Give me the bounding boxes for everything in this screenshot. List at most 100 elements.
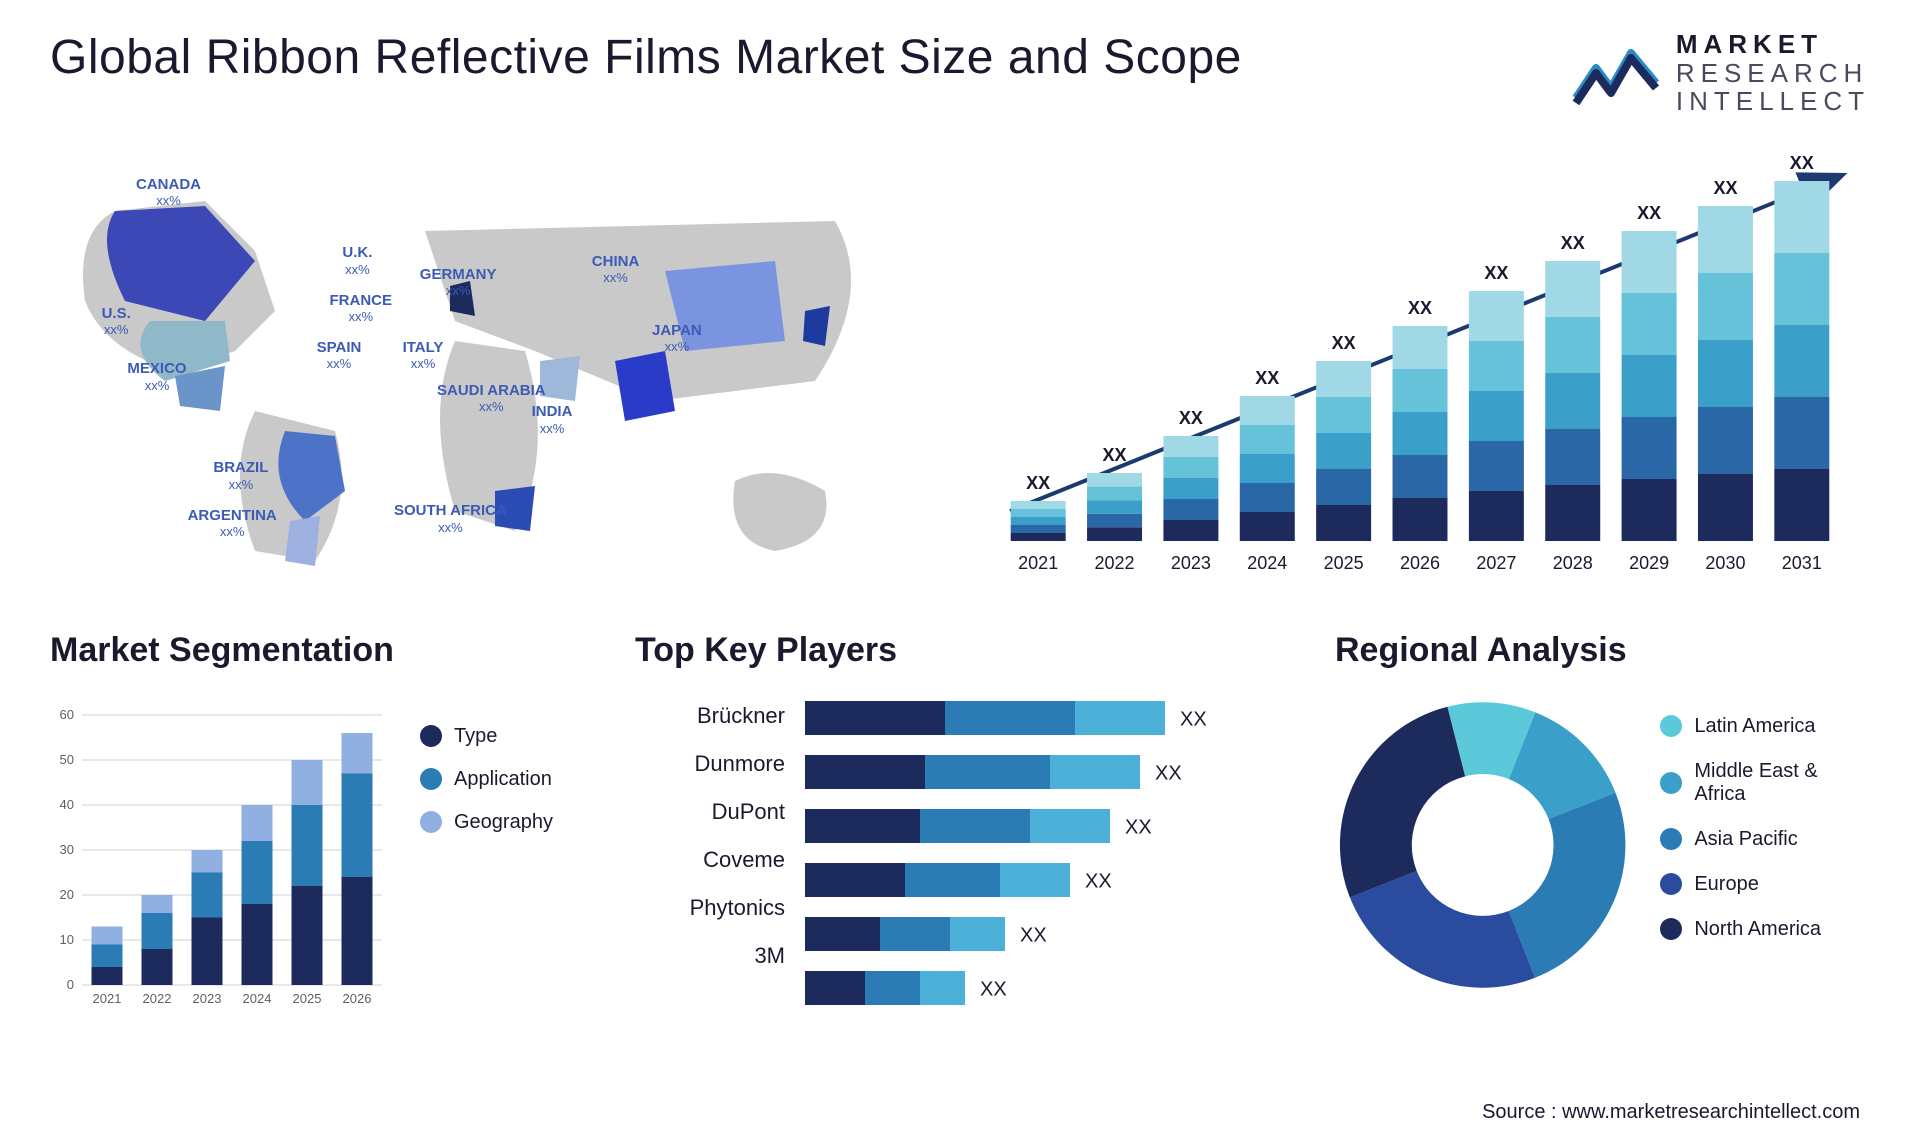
svg-text:2028: 2028 <box>1553 553 1593 573</box>
regional-donut <box>1335 695 1630 995</box>
logo-line3: INTELLECT <box>1676 87 1870 116</box>
svg-text:XX: XX <box>1332 333 1356 353</box>
legend-dot-icon <box>1660 828 1682 850</box>
map-label-spain: SPAINxx% <box>317 340 362 373</box>
svg-text:2023: 2023 <box>193 991 222 1006</box>
svg-text:50: 50 <box>60 752 74 767</box>
regional-legend: Latin America Middle East & Africa Asia Pa… <box>1660 695 1870 941</box>
map-label-brazil: BRAZILxx% <box>213 460 268 493</box>
svg-text:XX: XX <box>1408 298 1432 318</box>
map-label-southafrica: SOUTH AFRICAxx% <box>394 503 507 536</box>
regional-title: Regional Analysis <box>1335 631 1870 670</box>
svg-text:XX: XX <box>1180 708 1207 730</box>
map-label-mexico: MEXICOxx% <box>127 361 186 394</box>
legend-dot-icon <box>420 725 442 747</box>
regional-panel: Regional Analysis Latin America Middle Ea… <box>1335 631 1870 1051</box>
svg-text:XX: XX <box>1125 816 1152 838</box>
region-legend-middle-east---africa: Middle East & Africa <box>1660 760 1870 806</box>
svg-text:2026: 2026 <box>1400 553 1440 573</box>
svg-text:2021: 2021 <box>1018 553 1058 573</box>
logo-line1: MARKET <box>1676 30 1870 59</box>
seg-legend-application: Application <box>420 768 553 791</box>
map-label-canada: CANADAxx% <box>136 177 201 210</box>
svg-text:2026: 2026 <box>343 991 372 1006</box>
map-label-us: U.S.xx% <box>102 306 131 339</box>
map-label-india: INDIAxx% <box>532 404 573 437</box>
svg-text:2027: 2027 <box>1476 553 1516 573</box>
svg-text:XX: XX <box>1790 153 1814 173</box>
svg-text:XX: XX <box>1255 368 1279 388</box>
seg-legend-geography: Geography <box>420 811 553 834</box>
logo-text: MARKET RESEARCH INTELLECT <box>1676 30 1870 116</box>
growth-chart-svg: XX 2021 XX 2022 XX 2023 XX 2024 XX 2025 XX 2026 XX 20… <box>970 151 1870 581</box>
svg-text:2021: 2021 <box>93 991 122 1006</box>
svg-text:2029: 2029 <box>1629 553 1669 573</box>
player-label-brckner: Brückner <box>635 703 785 729</box>
map-label-china: CHINAxx% <box>592 254 640 287</box>
svg-text:40: 40 <box>60 797 74 812</box>
map-label-japan: JAPANxx% <box>652 323 702 356</box>
map-label-france: FRANCExx% <box>330 293 393 326</box>
bottom-row: Market Segmentation 01020304050602021202… <box>50 631 1870 1051</box>
svg-text:2024: 2024 <box>1247 553 1287 573</box>
svg-text:XX: XX <box>1179 408 1203 428</box>
source-text: Source : www.marketresearchintellect.com <box>1482 1101 1860 1124</box>
map-label-italy: ITALYxx% <box>403 340 444 373</box>
player-label-phytonics: Phytonics <box>635 895 785 921</box>
svg-text:2025: 2025 <box>1324 553 1364 573</box>
region-legend-europe: Europe <box>1660 873 1870 896</box>
brand-logo: MARKET RESEARCH INTELLECT <box>1571 30 1870 116</box>
svg-text:XX: XX <box>1637 203 1661 223</box>
svg-text:XX: XX <box>1085 870 1112 892</box>
svg-text:2023: 2023 <box>1171 553 1211 573</box>
segmentation-legend: Type Application Geography <box>420 695 553 1015</box>
map-label-germany: GERMANYxx% <box>420 267 497 300</box>
player-label-coveme: Coveme <box>635 847 785 873</box>
svg-text:XX: XX <box>1561 233 1585 253</box>
legend-dot-icon <box>1660 918 1682 940</box>
map-label-argentina: ARGENTINAxx% <box>188 508 277 541</box>
player-label-dunmore: Dunmore <box>635 751 785 777</box>
svg-text:2031: 2031 <box>1782 553 1822 573</box>
legend-dot-icon <box>420 768 442 790</box>
logo-line2: RESEARCH <box>1676 59 1870 88</box>
svg-text:2030: 2030 <box>1705 553 1745 573</box>
legend-dot-icon <box>1660 715 1682 737</box>
svg-text:60: 60 <box>60 707 74 722</box>
segmentation-title: Market Segmentation <box>50 631 585 670</box>
key-players-chart: XXXXXXXXXXXX <box>805 695 1285 1035</box>
segmentation-panel: Market Segmentation 01020304050602021202… <box>50 631 585 1051</box>
svg-text:2025: 2025 <box>293 991 322 1006</box>
svg-text:2022: 2022 <box>143 991 172 1006</box>
svg-text:2022: 2022 <box>1095 553 1135 573</box>
svg-text:0: 0 <box>67 977 74 992</box>
player-labels: Brückner Dunmore DuPont Coveme Phytonics 3M <box>635 695 785 1035</box>
svg-text:XX: XX <box>1103 445 1127 465</box>
svg-text:30: 30 <box>60 842 74 857</box>
page-title: Global Ribbon Reflective Films Market Si… <box>50 30 1242 85</box>
player-label-m: 3M <box>635 943 785 969</box>
svg-text:XX: XX <box>1020 924 1047 946</box>
logo-icon <box>1571 33 1661 113</box>
top-row: CANADAxx% U.S.xx% MEXICOxx% BRAZILxx% ARGENT… <box>50 151 1870 581</box>
svg-text:XX: XX <box>1155 762 1182 784</box>
region-legend-north-america: North America <box>1660 918 1870 941</box>
header: Global Ribbon Reflective Films Market Si… <box>50 30 1870 116</box>
key-players-title: Top Key Players <box>635 631 1285 670</box>
svg-text:XX: XX <box>1026 473 1050 493</box>
svg-text:10: 10 <box>60 932 74 947</box>
svg-text:XX: XX <box>1713 178 1737 198</box>
segmentation-chart: 0102030405060202120222023202420252026 <box>50 695 390 1015</box>
region-legend-latin-america: Latin America <box>1660 715 1870 738</box>
legend-dot-icon <box>1660 873 1682 895</box>
seg-legend-type: Type <box>420 725 553 748</box>
key-players-panel: Top Key Players Brückner Dunmore DuPont Cov… <box>635 631 1285 1051</box>
legend-dot-icon <box>1660 772 1682 794</box>
region-legend-asia-pacific: Asia Pacific <box>1660 828 1870 851</box>
svg-text:XX: XX <box>1484 263 1508 283</box>
growth-chart: XX 2021 XX 2022 XX 2023 XX 2024 XX 2025 XX 2026 XX 20… <box>970 151 1870 581</box>
player-label-dupont: DuPont <box>635 799 785 825</box>
world-map: CANADAxx% U.S.xx% MEXICOxx% BRAZILxx% ARGENT… <box>50 151 910 581</box>
map-label-saudiarabia: SAUDI ARABIAxx% <box>437 383 546 416</box>
legend-dot-icon <box>420 811 442 833</box>
